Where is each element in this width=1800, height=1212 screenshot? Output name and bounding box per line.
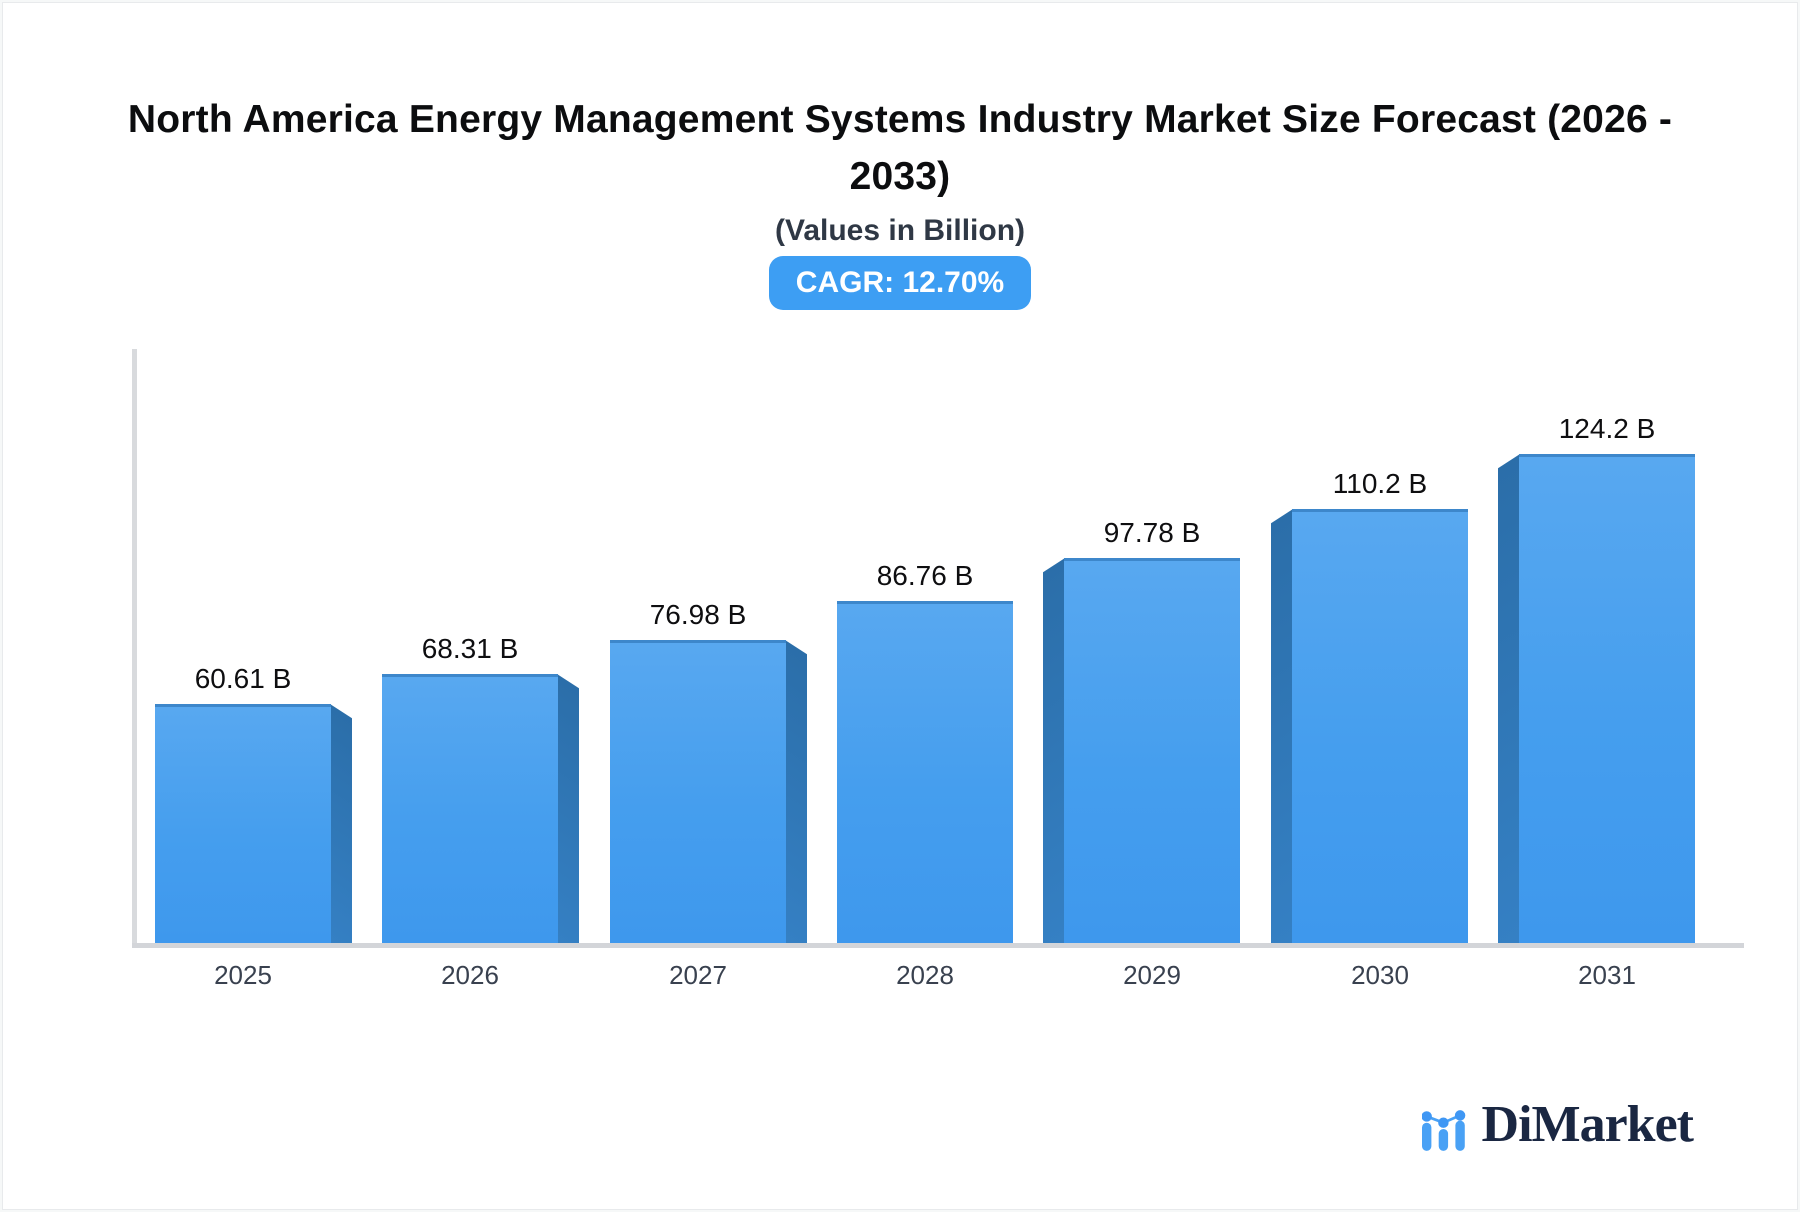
- logo-text: DiMarket: [1481, 1096, 1694, 1153]
- x-label-2025: 2025: [214, 960, 272, 990]
- bar-value-2026: 68.31 B: [421, 633, 519, 664]
- bar-value-2028: 86.76 B: [876, 560, 974, 591]
- bar-2030[interactable]: [1292, 509, 1468, 943]
- bar-side-2025: [330, 704, 352, 948]
- y-axis-line: [132, 349, 137, 943]
- bar-value-2029: 97.78 B: [1103, 517, 1201, 548]
- x-label-2026: 2026: [441, 960, 499, 990]
- bar-2026[interactable]: [382, 674, 558, 943]
- plot-area: 050.0B100.0B150.0B60.61 B68.31 B76.98 B8…: [132, 347, 1744, 948]
- x-axis-baseline: [132, 943, 1744, 948]
- x-label-2031: 2031: [1578, 960, 1636, 990]
- bar-value-2027: 76.98 B: [649, 599, 747, 630]
- chart-subtitle: (Values in Billion): [774, 214, 1026, 247]
- cagr-badge: CAGR: 12.70%: [768, 256, 1032, 310]
- x-axis-labels: 2025 2026 2027 2028 2029 2030 2031: [132, 960, 1744, 994]
- bar-2029[interactable]: [1064, 558, 1240, 943]
- bar-2028[interactable]: [837, 601, 1013, 943]
- bar-2025[interactable]: [155, 704, 331, 943]
- bar-side-2029: [1043, 558, 1065, 948]
- title-line-2: 2033): [849, 155, 951, 198]
- bar-side-2031: [1498, 454, 1520, 948]
- x-label-2027: 2027: [669, 960, 727, 990]
- bar-side-2030: [1271, 509, 1293, 948]
- dimarket-logo: DiMarket: [1421, 1096, 1694, 1153]
- bar-2027[interactable]: [610, 640, 786, 943]
- bar-side-2027: [785, 640, 807, 948]
- x-label-2030: 2030: [1351, 960, 1409, 990]
- page-title: North America Energy Management Systems …: [3, 3, 1797, 205]
- logo-chart-icon: [1421, 1110, 1465, 1151]
- bar-value-2025: 60.61 B: [194, 663, 292, 694]
- bar-2031[interactable]: [1519, 454, 1695, 943]
- x-label-2028: 2028: [896, 960, 954, 990]
- title-line-1: North America Energy Management Systems …: [127, 98, 1673, 141]
- bar-side-2026: [557, 674, 579, 948]
- x-label-2029: 2029: [1123, 960, 1181, 990]
- bar-value-2031: 124.2 B: [1558, 413, 1656, 444]
- badge-row: CAGR: 12.70%: [3, 256, 1797, 310]
- bar-value-2030: 110.2 B: [1332, 468, 1428, 499]
